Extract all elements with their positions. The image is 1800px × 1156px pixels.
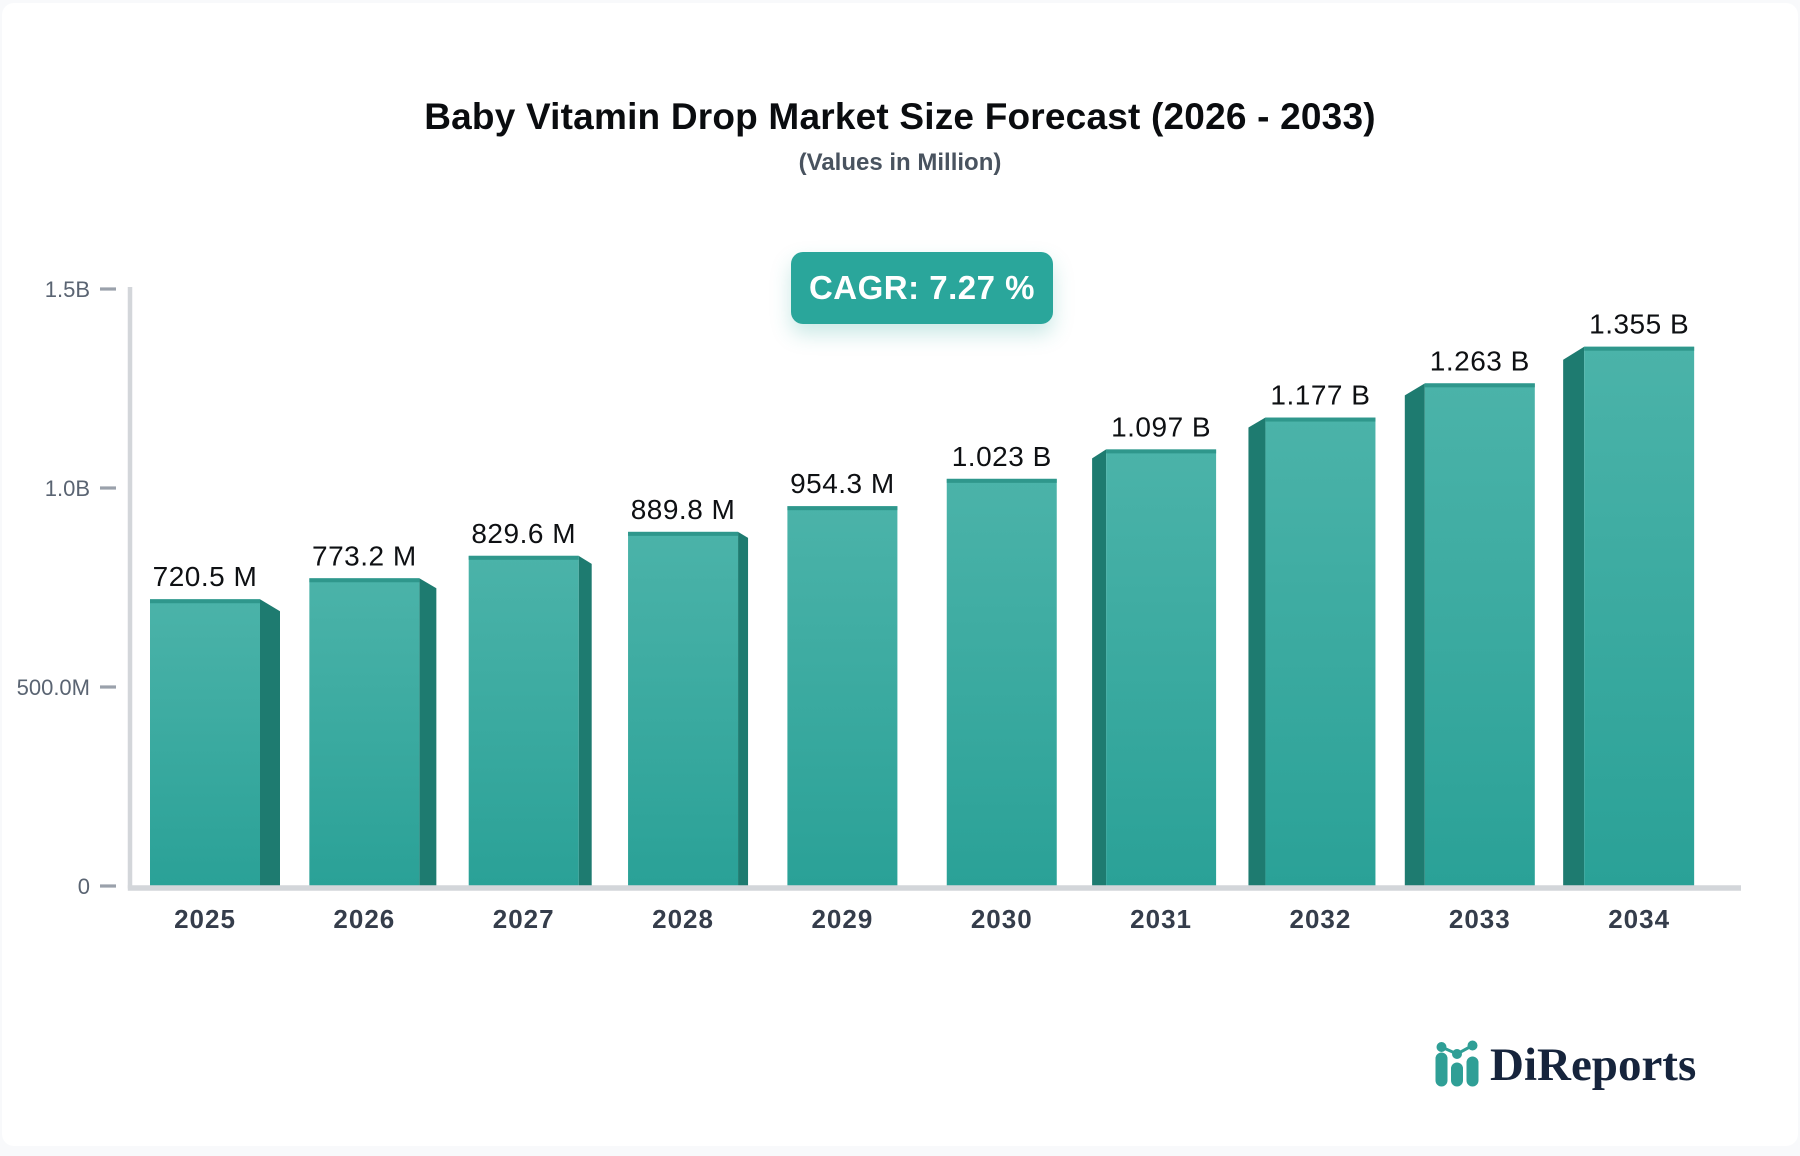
- bar-top-edge: [1106, 449, 1217, 454]
- x-axis-category-label: 2032: [1290, 904, 1352, 934]
- y-axis-tick-label: 1.5B: [45, 277, 90, 302]
- bar: [946, 478, 1057, 886]
- y-axis-tick: [100, 884, 116, 888]
- bar: [150, 599, 260, 886]
- bar-value-label: 1.177 B: [1270, 380, 1370, 411]
- y-axis-tick: [100, 486, 116, 490]
- bar-side-panel: [738, 531, 749, 886]
- bar: [628, 531, 739, 886]
- bar-value-label: 1.097 B: [1111, 411, 1211, 442]
- bar-value-label: 1.023 B: [952, 441, 1052, 472]
- x-axis-category-label: 2025: [174, 904, 236, 934]
- cagr-badge-label: CAGR: 7.27 %: [808, 269, 1036, 306]
- y-axis-tick: [100, 287, 116, 291]
- x-axis-category-label: 2033: [1449, 904, 1511, 934]
- bar-side-panel: [578, 555, 592, 886]
- y-axis-tick-label: 500.0M: [17, 675, 90, 700]
- y-axis-tick: [100, 685, 116, 689]
- bar-side-panel: [1404, 383, 1425, 886]
- x-axis-category-label: 2030: [971, 904, 1033, 934]
- bar-value-label: 1.263 B: [1430, 345, 1530, 376]
- bar: [1265, 417, 1376, 886]
- bar-top-edge: [150, 599, 260, 604]
- bar-top-edge: [1265, 417, 1376, 422]
- bar: [468, 555, 579, 886]
- chart-subtitle: (Values in Million): [798, 149, 1002, 176]
- logo-text: DiReports: [1490, 1039, 1697, 1091]
- bar-value-label: 954.3 M: [790, 468, 895, 499]
- bar: [1424, 383, 1535, 886]
- bar-top-edge: [1424, 383, 1535, 388]
- bar-side-panel: [1092, 449, 1107, 886]
- bar: [787, 506, 898, 886]
- chart-title: Baby Vitamin Drop Market Size Forecast (…: [424, 96, 1376, 137]
- bar: [1584, 346, 1695, 887]
- bar-top-edge: [309, 578, 420, 583]
- bar: [309, 578, 420, 886]
- x-axis-category-label: 2029: [811, 904, 873, 934]
- bar: [1106, 449, 1217, 886]
- bar-value-label: 773.2 M: [312, 540, 417, 571]
- bar-side-panel: [1248, 417, 1266, 886]
- bar-top-edge: [468, 555, 579, 560]
- bar-top-edge: [787, 506, 898, 511]
- logo-icon: [1435, 1040, 1479, 1087]
- bar-top-edge: [1584, 346, 1695, 351]
- bar-value-label: 720.5 M: [153, 561, 258, 592]
- bar-side-panel: [1563, 346, 1585, 887]
- y-axis-tick-label: 0: [78, 874, 90, 899]
- x-axis-category-label: 2026: [333, 904, 395, 934]
- y-axis-tick-label: 1.0B: [45, 476, 90, 501]
- x-axis-category-label: 2034: [1608, 904, 1670, 934]
- bar-value-label: 1.355 B: [1589, 309, 1689, 340]
- bar-top-edge: [946, 478, 1057, 483]
- bar-top-edge: [628, 531, 739, 536]
- x-axis-category-label: 2028: [652, 904, 714, 934]
- x-axis-category-label: 2031: [1130, 904, 1192, 934]
- cagr-badge: CAGR: 7.27 %: [791, 252, 1053, 324]
- bar-side-panel: [260, 599, 280, 886]
- bar-side-panel: [419, 578, 437, 886]
- logo: DiReports: [1432, 1036, 1696, 1090]
- x-axis-category-label: 2027: [493, 904, 555, 934]
- bar-value-label: 829.6 M: [471, 518, 576, 549]
- bar-value-label: 889.8 M: [631, 494, 736, 525]
